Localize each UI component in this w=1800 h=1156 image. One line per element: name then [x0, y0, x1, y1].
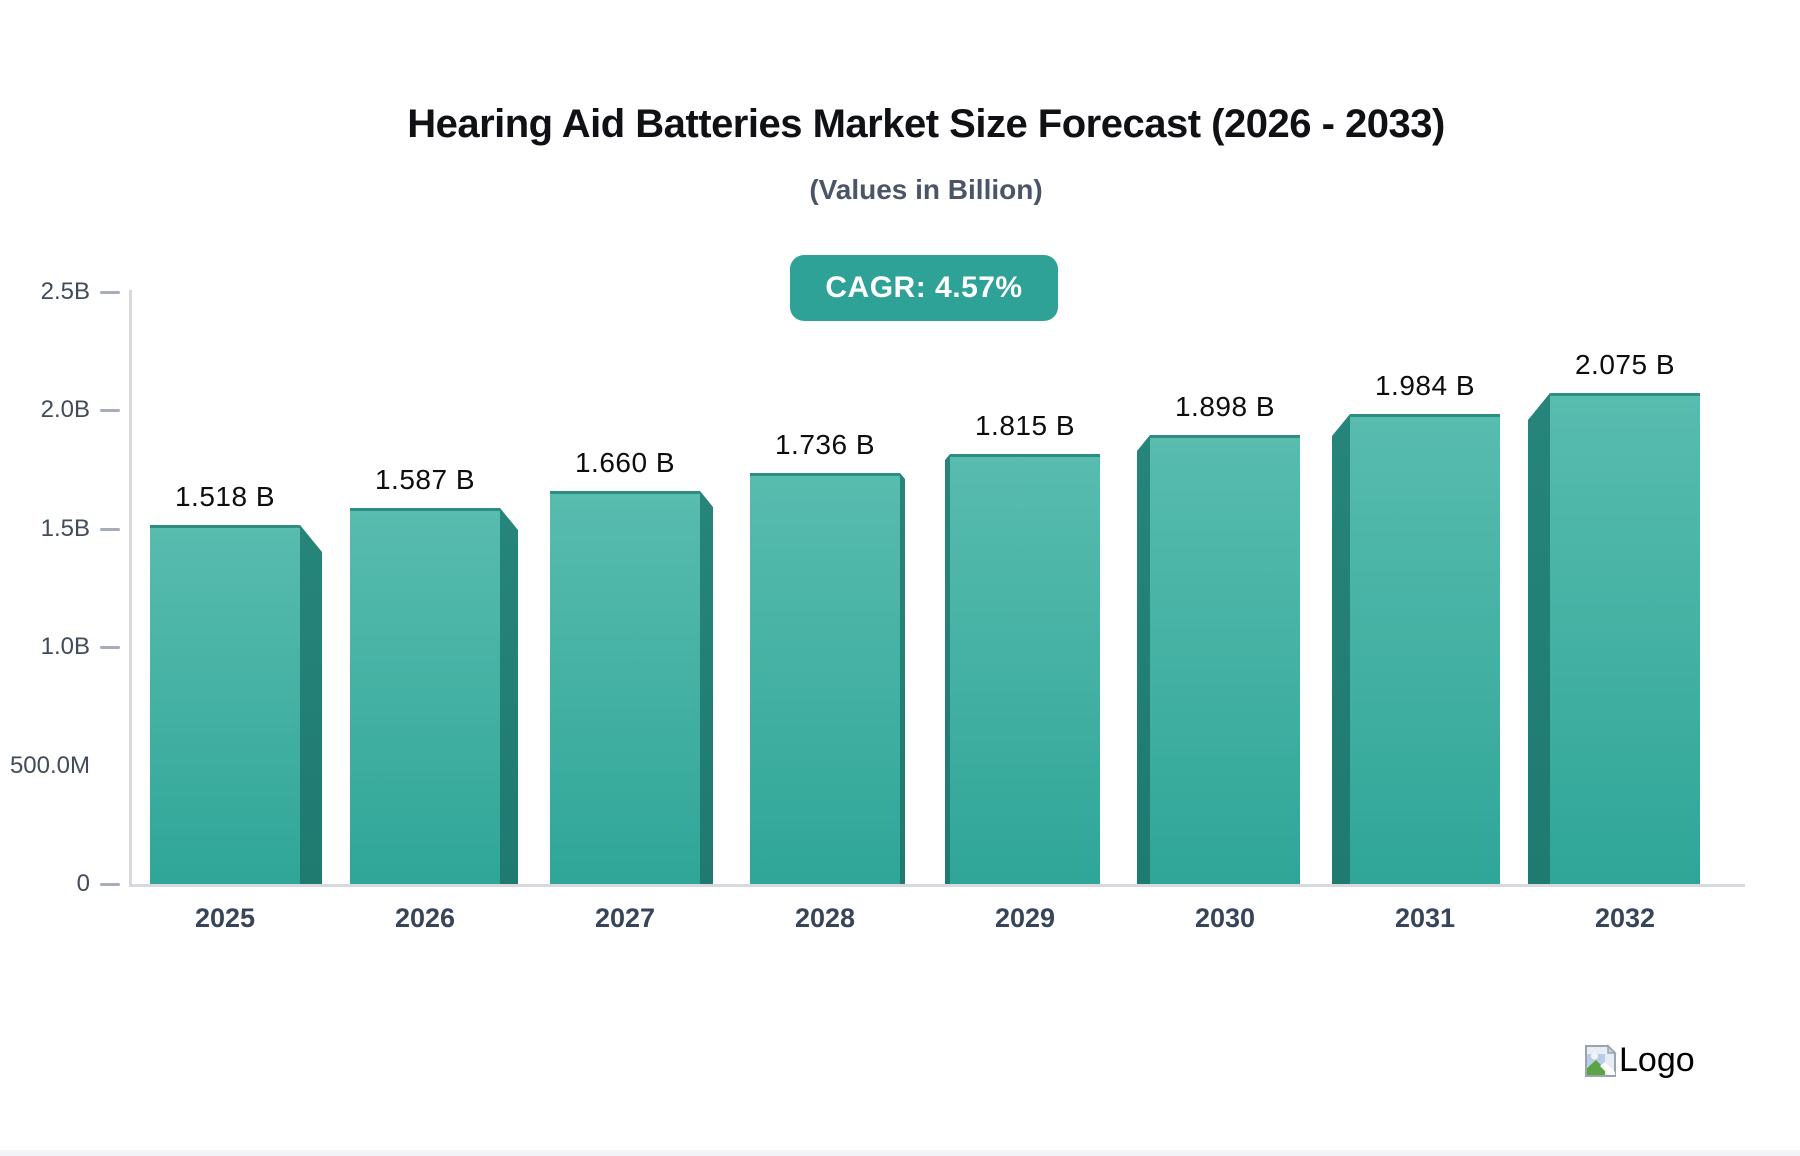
bar[interactable]	[1550, 393, 1700, 884]
bar[interactable]	[950, 454, 1100, 884]
y-tick-dash	[100, 646, 120, 650]
bar[interactable]	[750, 473, 900, 884]
x-tick-label: 2028	[794, 903, 856, 933]
bar-side-face	[900, 473, 905, 884]
bar-value-label: 1.898 B	[1174, 391, 1276, 422]
bar[interactable]	[1150, 435, 1300, 884]
bar-side-face	[1137, 435, 1150, 884]
x-tick-label: 2029	[994, 903, 1056, 933]
logo-text: Logo	[1619, 1041, 1695, 1079]
y-tick-label: 1.0B	[40, 633, 90, 661]
bar-side-face	[945, 454, 950, 884]
y-tick-label: 0	[76, 870, 90, 897]
bar-side-face	[1528, 393, 1550, 884]
x-tick-label: 2030	[1194, 903, 1256, 933]
bar-side-face	[700, 491, 713, 884]
y-tick-label: 1.5B	[40, 514, 90, 542]
logo: Logo	[1583, 1040, 1695, 1080]
bar[interactable]	[350, 508, 500, 884]
y-tick-dash	[100, 527, 120, 531]
bar-value-label: 1.518 B	[174, 481, 276, 512]
bar[interactable]	[550, 491, 700, 884]
window-bottom-edge	[0, 1150, 1800, 1156]
bar-side-face	[1332, 414, 1350, 884]
x-tick-label: 2026	[394, 903, 456, 933]
y-tick-dash	[100, 883, 120, 886]
y-tick-dash	[100, 291, 120, 294]
bar-value-label: 1.587 B	[374, 464, 476, 495]
bar[interactable]	[1350, 414, 1500, 884]
bar-value-label: 1.660 B	[574, 447, 676, 478]
y-tick-label: 500.0M	[9, 751, 90, 779]
bar-side-face	[300, 525, 322, 884]
bar-side-face	[500, 508, 518, 884]
x-tick-label: 2031	[1394, 903, 1456, 933]
bar-value-label: 1.736 B	[774, 429, 876, 460]
x-tick-label: 2032	[1594, 903, 1656, 933]
y-tick-dash	[100, 409, 120, 413]
bar-value-label: 2.075 B	[1574, 349, 1676, 380]
y-tick-label: 2.0B	[40, 396, 90, 424]
chart-title: Hearing Aid Batteries Market Size Foreca…	[407, 102, 1445, 146]
cagr-badge-label: CAGR: 4.57%	[825, 271, 1023, 304]
broken-image-icon	[1585, 1044, 1617, 1077]
chart-subtitle: (Values in Billion)	[809, 174, 1043, 205]
x-tick-label: 2025	[194, 903, 256, 933]
y-axis-line	[129, 290, 132, 886]
x-axis-line	[129, 884, 1745, 887]
y-tick-label: 2.5B	[40, 278, 90, 305]
cagr-badge: CAGR: 4.57%	[790, 255, 1058, 321]
bar-value-label: 1.984 B	[1374, 370, 1476, 401]
bar-value-label: 1.815 B	[974, 410, 1076, 441]
x-tick-label: 2027	[594, 903, 656, 933]
bar[interactable]	[150, 525, 300, 884]
